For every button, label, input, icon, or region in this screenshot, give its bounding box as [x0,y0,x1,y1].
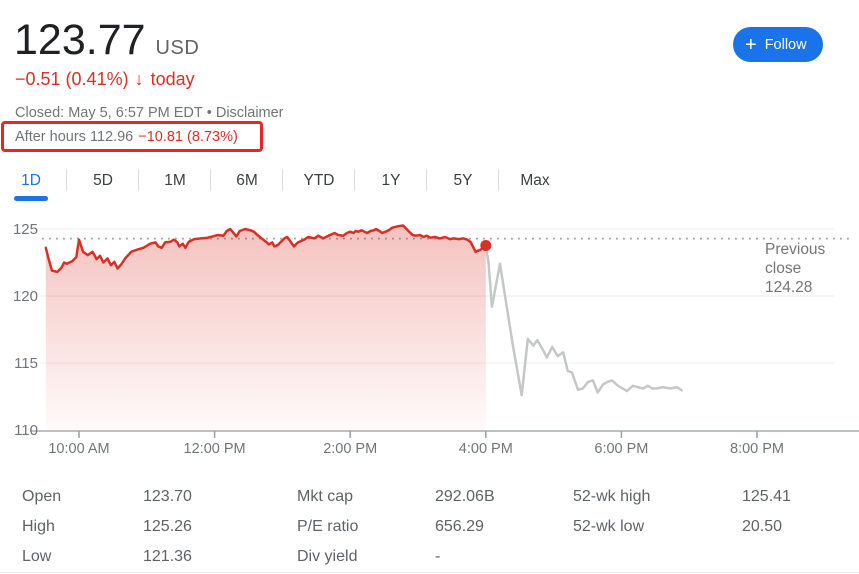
after-hours-row: After hours 112.96 −10.81 (8.73%) [15,129,238,145]
after-hours-label: After hours [15,129,86,145]
follow-button-label: Follow [764,36,807,53]
tab-label: YTD [303,171,335,189]
previous-close-label-line: 124.28 [765,279,812,296]
tab-6m[interactable]: 6M [211,160,283,201]
stat-label: Mkt cap [297,488,354,505]
tab-ytd[interactable]: YTD [283,160,355,201]
arrow-down-icon: ↓ [134,69,144,89]
tab-divider [138,169,139,191]
after-hours-price: 112.96 [89,129,134,145]
tab-divider [426,169,427,191]
intraday-chart[interactable]: 10:00 AM 12:00 PM 2:00 PM 4:00 PM 6:00 PM 8:0… [0,210,859,465]
x-tick-label: 12:00 PM [184,441,246,457]
price-change-row: −0.51 (0.41%) ↓ today [15,69,195,90]
stat-label: 52-wk low [573,518,645,535]
x-tick-label: 8:00 PM [730,441,784,457]
tab-divider [66,169,67,191]
current-price: 123.77 [14,16,146,64]
tab-label: 1Y [381,171,401,189]
tab-1m[interactable]: 1M [139,160,211,201]
follow-button[interactable]: + Follow [733,27,823,62]
close-marker-dot [480,239,492,251]
after-hours-change: −10.81 (8.73%) [138,129,238,145]
y-tick-label: 125 [13,221,38,238]
x-tick-label: 10:00 AM [48,441,109,457]
stat-value: 125.41 [742,488,791,505]
tab-label: 1D [21,171,41,189]
regular-hours-fill [45,225,486,431]
stat-value: 125.26 [143,518,192,535]
stat-label: P/E ratio [297,518,359,535]
tab-divider [354,169,355,191]
tab-label: Max [520,171,550,189]
stat-label: Low [22,548,52,565]
active-tab-underline [14,196,48,201]
closed-timestamp: Closed: May 5, 6:57 PM EDT [15,105,203,121]
currency-label: USD [155,37,200,59]
dot-separator: • [206,105,212,121]
stat-label: High [22,518,55,535]
x-tick-label: 4:00 PM [459,441,513,457]
previous-close-label-line: Previous [765,241,826,258]
regular-hours-line [44,224,488,274]
tab-5y[interactable]: 5Y [427,160,499,201]
x-tick-label: 2:00 PM [323,441,377,457]
price-row: 123.77 USD [14,19,199,62]
disclaimer-link[interactable]: Disclaimer [215,105,284,121]
y-tick-label: 110 [14,422,38,439]
tab-5d[interactable]: 5D [67,160,139,201]
plus-icon: + [745,33,757,56]
stat-value: 121.36 [143,548,192,565]
stat-value: - [435,548,441,565]
tab-1y[interactable]: 1Y [355,160,427,201]
stat-value: 656.29 [435,518,484,535]
tab-label: 1M [164,171,186,189]
y-tick-label: 120 [13,288,38,305]
tab-divider [498,169,499,191]
after-hours-line [484,244,683,397]
change-period: today [150,69,195,89]
stat-label: 52-wk high [573,488,651,505]
y-tick-label: 115 [14,355,38,372]
x-tick-label: 6:00 PM [594,441,648,457]
stat-label: Open [22,488,62,505]
tab-label: 5D [93,171,113,189]
price-change: −0.51 (0.41%) [15,69,129,89]
tab-divider [210,169,211,191]
stat-value: 20.50 [742,518,783,535]
stat-value: 292.06B [435,488,495,505]
tab-max[interactable]: Max [499,160,571,201]
tab-divider [282,169,283,191]
tab-label: 6M [236,171,258,189]
previous-close-label-line: close [765,260,801,277]
tab-1d[interactable]: 1D [0,160,67,201]
tab-label: 5Y [453,171,473,189]
range-tabs: 1D 5D 1M 6M YTD 1Y 5Y Max [0,160,571,201]
table-row-divider [0,572,859,573]
stat-value: 123.70 [143,488,192,505]
stat-label: Div yield [297,548,358,565]
market-status-row: Closed: May 5, 6:57 PM EDT • Disclaimer [15,105,284,121]
